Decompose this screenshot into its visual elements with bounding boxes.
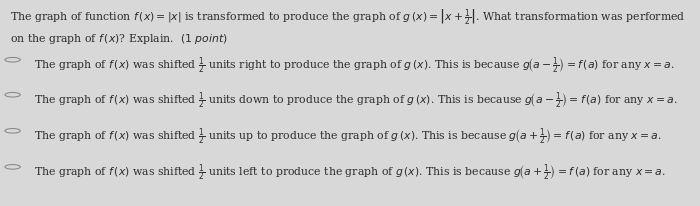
Text: The graph of $f\,(x)$ was shifted $\frac{1}{2}$ units left to produce the graph : The graph of $f\,(x)$ was shifted $\frac… — [34, 163, 666, 184]
Text: The graph of $f\,(x)$ was shifted $\frac{1}{2}$ units up to produce the graph of: The graph of $f\,(x)$ was shifted $\frac… — [34, 127, 661, 148]
Text: The graph of $f\,(x)$ was shifted $\frac{1}{2}$ units down to produce the graph : The graph of $f\,(x)$ was shifted $\frac… — [34, 91, 677, 112]
Text: on the graph of $f\,(x)$? Explain.  $\mathit{(1\ point)}$: on the graph of $f\,(x)$? Explain. $\mat… — [10, 32, 228, 46]
Text: The graph of $f\,(x)$ was shifted $\frac{1}{2}$ units right to produce the graph: The graph of $f\,(x)$ was shifted $\frac… — [34, 56, 674, 77]
Text: The graph of function $f\,(x) = |x|$ is transformed to produce the graph of $g\,: The graph of function $f\,(x) = |x|$ is … — [10, 7, 686, 28]
